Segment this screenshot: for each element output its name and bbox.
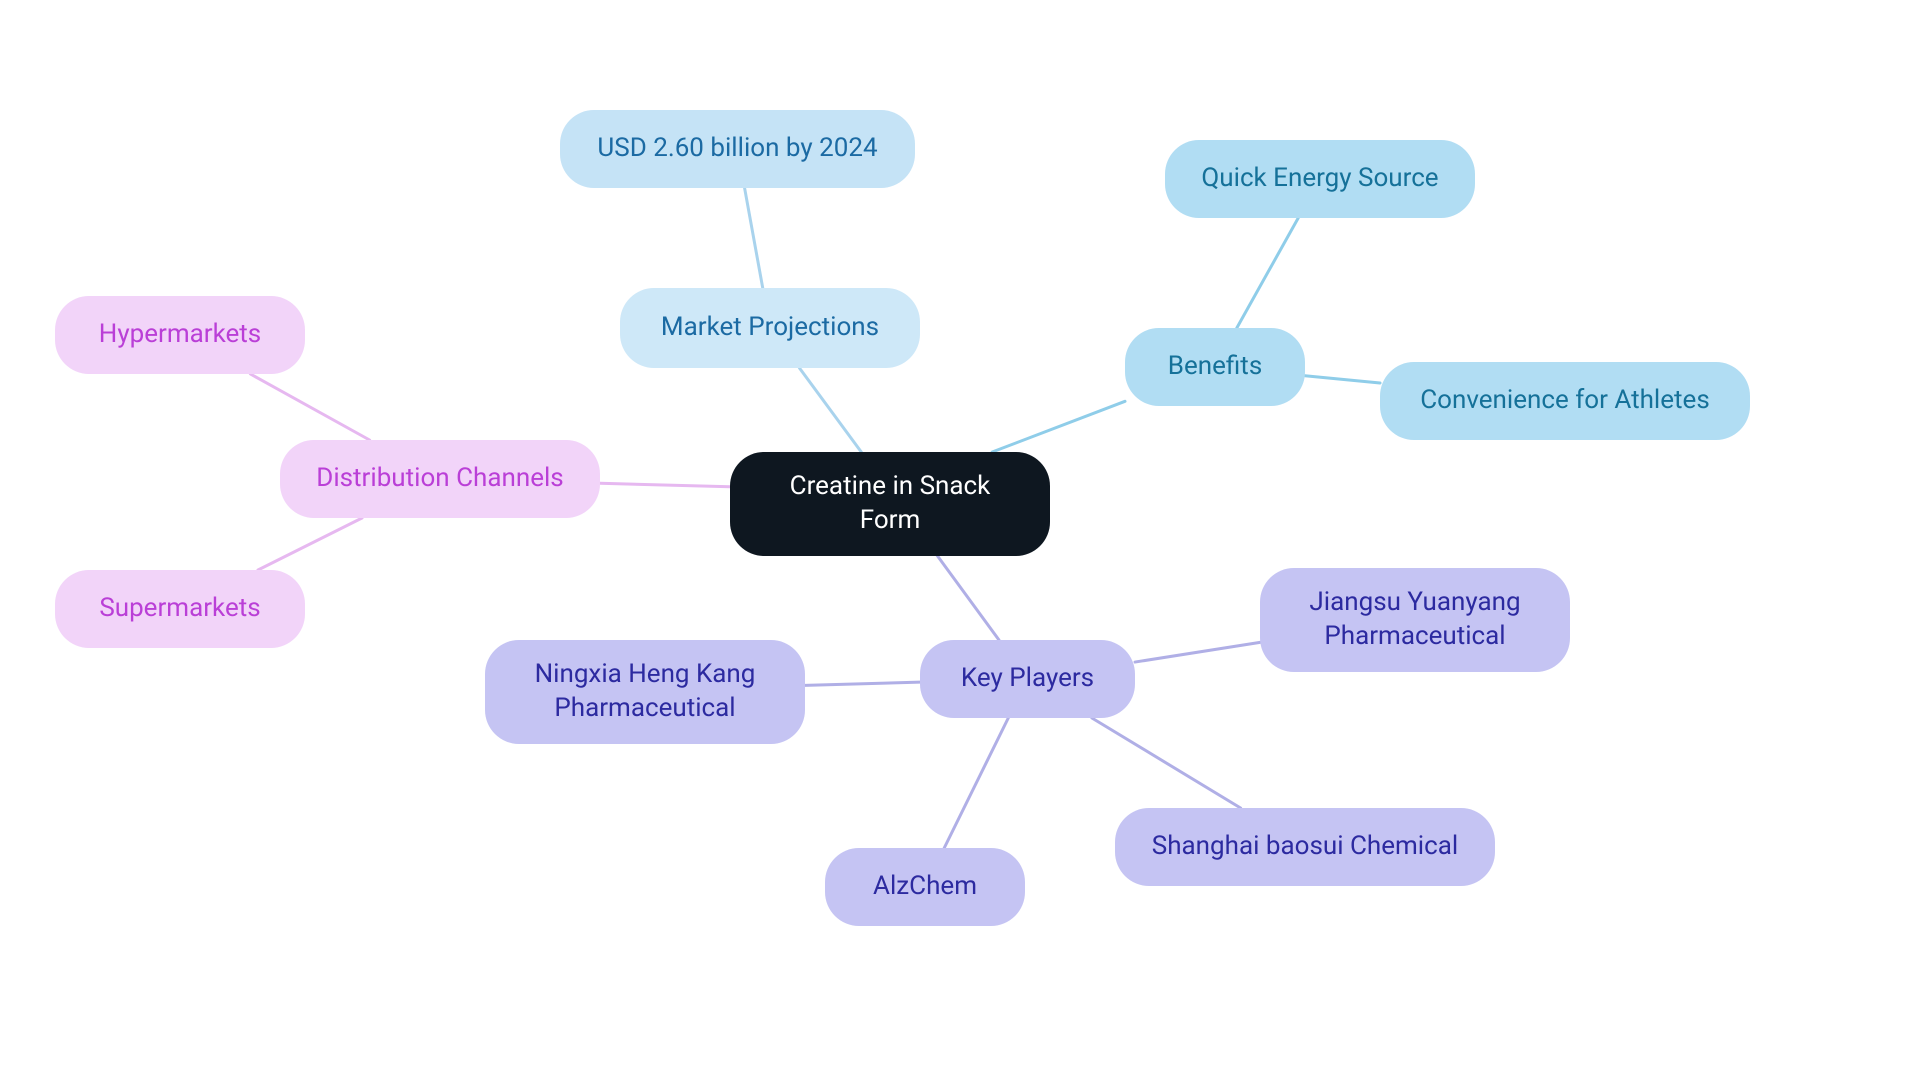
node-label: AlzChem	[873, 870, 977, 904]
node-label: Key Players	[961, 662, 1094, 696]
node-benefits: Benefits	[1125, 328, 1305, 406]
node-label: Ningxia Heng Kang Pharmaceutical	[535, 658, 756, 726]
node-player-jiangsu: Jiangsu Yuanyang Pharmaceutical	[1260, 568, 1570, 672]
node-label: Creatine in Snack Form	[760, 470, 1020, 538]
node-dist-supermarkets: Supermarkets	[55, 570, 305, 648]
node-label: Market Projections	[661, 311, 879, 345]
node-root: Creatine in Snack Form	[730, 452, 1050, 556]
node-market-projections: Market Projections	[620, 288, 920, 368]
node-distribution: Distribution Channels	[280, 440, 600, 518]
node-label: Jiangsu Yuanyang Pharmaceutical	[1309, 586, 1520, 654]
mindmap-canvas: Creatine in Snack Form Market Projection…	[0, 0, 1920, 1083]
node-benefit-energy: Quick Energy Source	[1165, 140, 1475, 218]
node-label: Shanghai baosui Chemical	[1152, 830, 1458, 864]
node-benefit-convenience: Convenience for Athletes	[1380, 362, 1750, 440]
node-label: Supermarkets	[99, 592, 260, 626]
node-key-players: Key Players	[920, 640, 1135, 718]
node-label: USD 2.60 billion by 2024	[597, 132, 877, 166]
node-player-alzchem: AlzChem	[825, 848, 1025, 926]
node-label: Benefits	[1168, 350, 1262, 384]
node-dist-hypermarkets: Hypermarkets	[55, 296, 305, 374]
node-player-shanghai: Shanghai baosui Chemical	[1115, 808, 1495, 886]
node-player-ningxia: Ningxia Heng Kang Pharmaceutical	[485, 640, 805, 744]
node-market-value: USD 2.60 billion by 2024	[560, 110, 915, 188]
node-label: Hypermarkets	[99, 318, 261, 352]
node-label: Distribution Channels	[316, 462, 563, 496]
node-label: Convenience for Athletes	[1420, 384, 1710, 418]
node-label: Quick Energy Source	[1201, 162, 1438, 196]
